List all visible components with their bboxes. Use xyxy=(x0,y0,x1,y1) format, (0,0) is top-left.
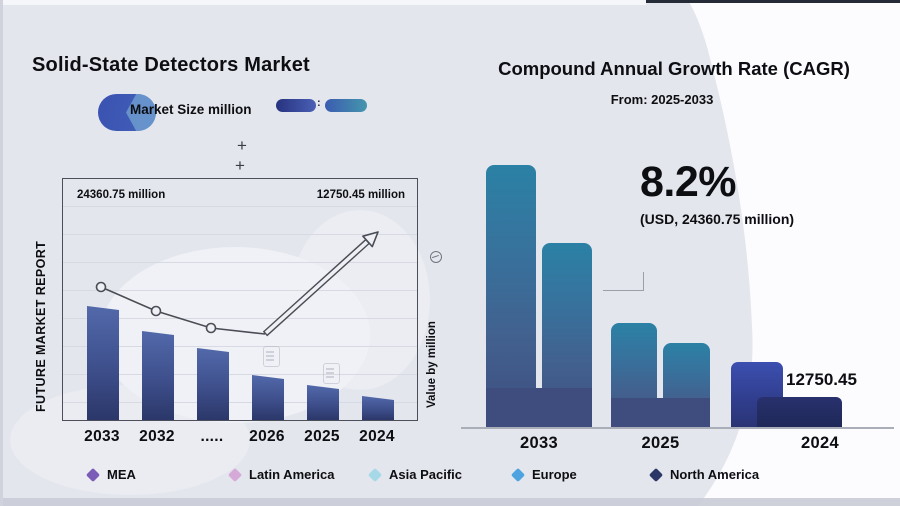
trend-line-and-arrow xyxy=(95,231,379,337)
market-size-label: Market Size million xyxy=(130,102,252,117)
left-chart-max-value: 24360.75 million xyxy=(77,189,166,201)
bar-2033 xyxy=(87,306,119,420)
legend-item-north-america: North America xyxy=(648,467,760,482)
left-chart-panel: 24360.75 million 12750.45 million xyxy=(62,178,418,421)
bar-ellipsis xyxy=(197,348,229,420)
mea-diamond-icon xyxy=(85,467,101,482)
cagr-bar-2033-a xyxy=(486,165,536,428)
legend-label: Europe xyxy=(532,467,577,482)
gridlines xyxy=(63,179,417,420)
ratio-pill-right-icon xyxy=(325,99,367,112)
left-chart-title: Solid-State Detectors Market xyxy=(32,54,310,76)
left-xlabel-2024: 2024 xyxy=(359,428,395,445)
cagr-value: 8.2% xyxy=(640,158,737,206)
end-value-label: 12750.45 xyxy=(786,370,857,389)
left-xlabel-2032: 2032 xyxy=(139,428,175,445)
legend-label: MEA xyxy=(107,467,136,482)
legend-item-latin-america: Latin America xyxy=(227,467,335,482)
plus-decoration-1: + xyxy=(237,136,247,155)
right-chart-title: Compound Annual Growth Rate (CAGR) xyxy=(498,58,850,79)
left-xlabel-2025: 2025 xyxy=(304,428,340,445)
right-chart-axis xyxy=(461,427,894,429)
left-chart-min-value: 12750.45 million xyxy=(316,189,405,201)
value-axis-label: Value by million xyxy=(426,321,438,408)
cagr-bar-2025-base xyxy=(611,398,710,428)
legend-label: Latin America xyxy=(249,467,335,482)
latin-america-diamond-icon xyxy=(227,467,243,482)
right-xlabel-2024: 2024 xyxy=(801,434,839,452)
legend-item-mea: MEA xyxy=(85,467,136,482)
clipboard-watermark-icon xyxy=(263,346,280,367)
legend-label: North America xyxy=(670,467,760,482)
bar-2025 xyxy=(307,385,339,420)
ratio-colon: : xyxy=(317,97,321,109)
cagr-detail: (USD, 24360.75 million) xyxy=(640,211,795,227)
legend-label: Asia Pacific xyxy=(389,467,462,482)
right-xlabel-2033: 2033 xyxy=(520,434,558,452)
cagr-bar-2033-base xyxy=(486,388,592,428)
cagr-bar-2024-b xyxy=(757,397,842,428)
ratio-pill-left-icon xyxy=(276,99,316,112)
legend-item-europe: Europe xyxy=(510,467,577,482)
market-size-icon xyxy=(98,94,156,131)
europe-diamond-icon xyxy=(510,467,526,482)
north-america-diamond-icon xyxy=(648,467,664,482)
minus-circle-icon xyxy=(430,251,442,263)
right-chart-subtitle: From: 2025-2033 xyxy=(610,92,714,107)
plus-decoration-2: + xyxy=(235,156,245,175)
future-market-report-watermark: FUTURE MARKET REPORT xyxy=(34,240,48,412)
clipboard-watermark-icon xyxy=(323,363,340,384)
asia-pacific-diamond-icon xyxy=(367,467,383,482)
bar-2026 xyxy=(252,375,284,420)
legend-item-asia-pacific: Asia Pacific xyxy=(367,467,462,482)
right-xlabel-2025: 2025 xyxy=(641,434,680,452)
bar-2024 xyxy=(362,396,394,420)
left-xlabel-ellipsis: ..... xyxy=(200,428,224,445)
left-xlabel-2033: 2033 xyxy=(84,428,120,445)
bar-2032 xyxy=(142,331,174,420)
left-xlabel-2026: 2026 xyxy=(249,428,285,445)
corner-bracket-decoration xyxy=(603,272,644,291)
